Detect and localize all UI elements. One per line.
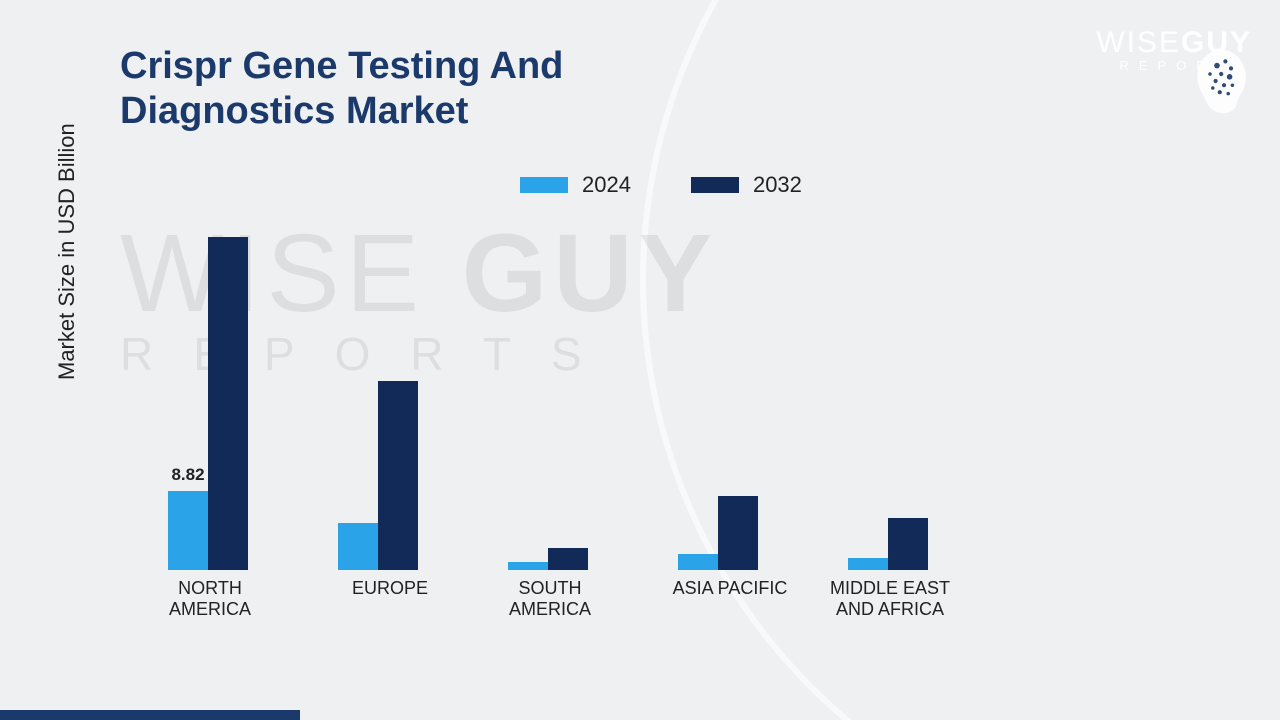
value-label: 8.82 [158, 465, 218, 485]
x-axis-label: ASIA PACIFIC [660, 578, 800, 599]
bar-2024 [678, 554, 718, 570]
bar-2032 [548, 548, 588, 570]
bar-2032 [378, 381, 418, 570]
brand-logo: WISEGUY REPORTS [1096, 26, 1252, 73]
brand-wise: WISE [1096, 26, 1181, 59]
x-axis-label: SOUTH AMERICA [480, 578, 620, 620]
x-axis-label: NORTH AMERICA [140, 578, 280, 620]
legend: 2024 2032 [520, 172, 802, 198]
chart-card: WISEGUY REPORTS Crispr Gene Testing And … [0, 0, 1280, 720]
bar-2024 [338, 523, 378, 570]
x-axis-label: EUROPE [320, 578, 460, 599]
y-axis-label: Market Size in USD Billion [54, 123, 80, 380]
legend-item-2024: 2024 [520, 172, 631, 198]
legend-swatch-2024 [520, 177, 568, 193]
bar-2024 [508, 562, 548, 570]
bar-2032 [888, 518, 928, 570]
bar-2024 [848, 558, 888, 570]
legend-item-2032: 2032 [691, 172, 802, 198]
legend-label-2032: 2032 [753, 172, 802, 198]
bottom-rule [0, 710, 300, 720]
x-axis-label: MIDDLE EAST AND AFRICA [820, 578, 960, 620]
bar-2032 [208, 237, 248, 570]
chart-title: Crispr Gene Testing And Diagnostics Mark… [120, 44, 740, 134]
bar-2024 [168, 491, 208, 570]
legend-swatch-2032 [691, 177, 739, 193]
plot-area: 8.82 [120, 210, 980, 570]
legend-label-2024: 2024 [582, 172, 631, 198]
head-icon [1182, 46, 1252, 116]
bar-2032 [718, 496, 758, 570]
